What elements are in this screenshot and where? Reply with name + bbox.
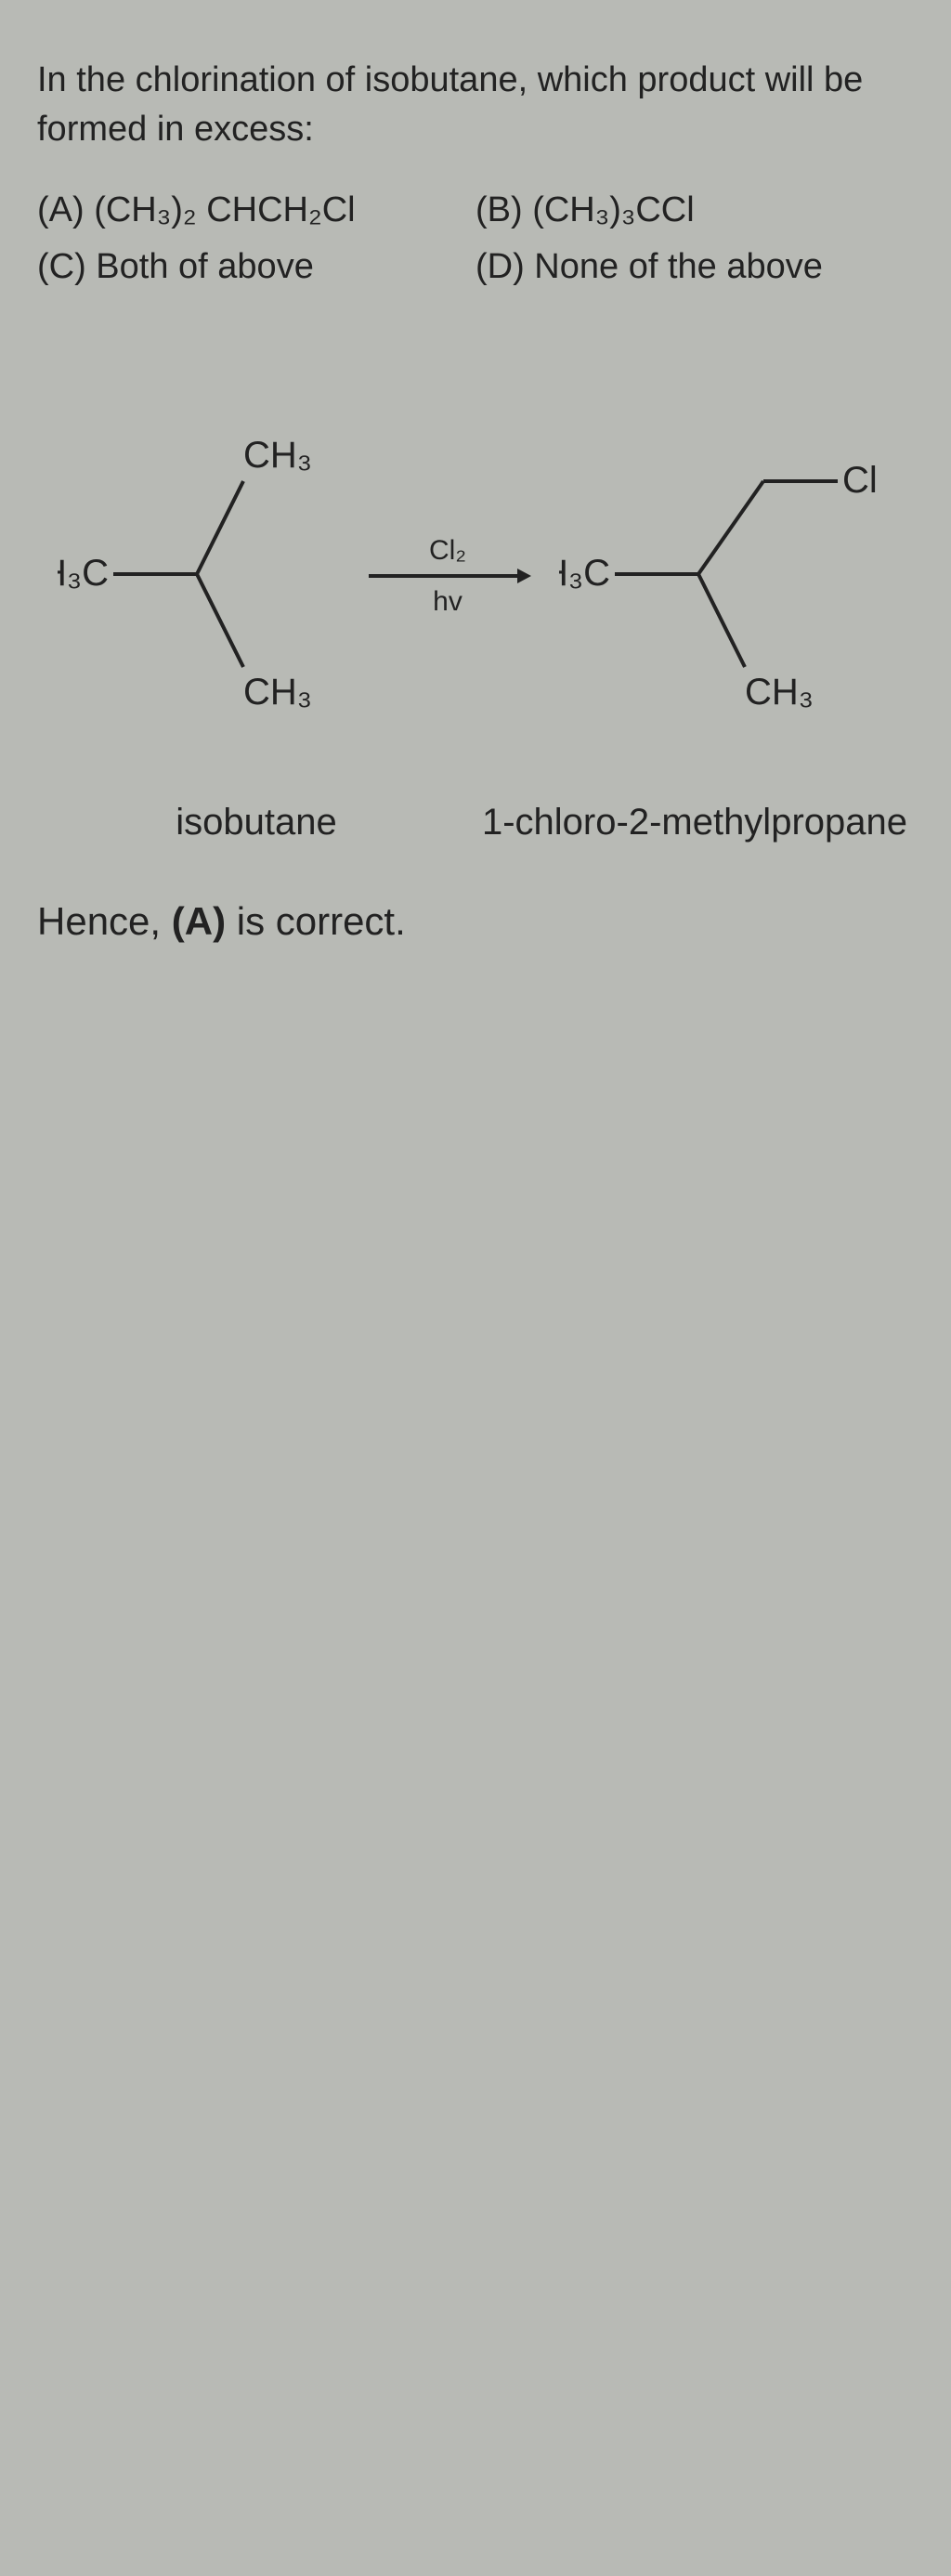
- reaction-arrow: Cl₂ hv: [364, 535, 531, 618]
- option-a: (A) (CH₃)₂ CHCH₂Cl: [37, 182, 476, 239]
- product-molecule: Cl H₃C CH₃: [559, 407, 893, 746]
- option-c: (C) Both of above: [37, 239, 476, 295]
- conclusion-suffix: is correct.: [226, 899, 406, 943]
- conclusion-answer: (A): [172, 899, 226, 943]
- conclusion: Hence, (A) is correct.: [37, 899, 914, 944]
- conclusion-prefix: Hence,: [37, 899, 172, 943]
- product-h3c-left: H₃C: [559, 553, 610, 594]
- arrow-top-label: Cl₂: [364, 535, 531, 567]
- molecule-labels: isobutane 1-chloro-2-methylpropane: [37, 802, 914, 843]
- product-ch3-bottom: CH₃: [745, 672, 814, 713]
- reactant-ch3-bottom: CH₃: [243, 672, 312, 713]
- reactant-h3c-left: H₃C: [58, 553, 109, 594]
- reactant-ch3-top: CH₃: [243, 435, 312, 476]
- option-d: (D) None of the above: [476, 239, 914, 295]
- product-label: 1-chloro-2-methylpropane: [476, 802, 914, 843]
- product-cl: Cl: [842, 460, 878, 501]
- reaction-diagram: CH₃ H₃C CH₃ Cl₂ hv Cl H₃C CH₃: [37, 407, 914, 746]
- arrow-bottom-label: hv: [364, 586, 531, 618]
- reactant-molecule: CH₃ H₃C CH₃: [58, 407, 336, 746]
- option-b: (B) (CH₃)₃CCl: [476, 182, 914, 239]
- reactant-label: isobutane: [37, 802, 476, 843]
- question-text: In the chlorination of isobutane, which …: [37, 56, 914, 154]
- options-block: (A) (CH₃)₂ CHCH₂Cl (B) (CH₃)₃CCl (C) Bot…: [37, 182, 914, 295]
